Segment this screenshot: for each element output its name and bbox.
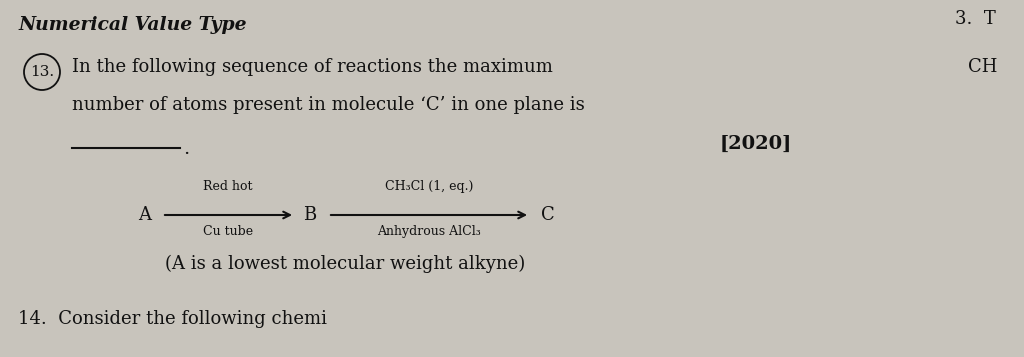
Text: [2020]: [2020] xyxy=(720,135,793,153)
Text: 3.  T: 3. T xyxy=(955,10,995,28)
Text: B: B xyxy=(303,206,316,224)
Text: CH₃Cl (1, eq.): CH₃Cl (1, eq.) xyxy=(385,180,473,193)
Text: Red hot: Red hot xyxy=(203,180,253,193)
Text: 14.  Consider the following chemi: 14. Consider the following chemi xyxy=(18,310,327,328)
Text: Numerical Value Type: Numerical Value Type xyxy=(18,16,247,34)
Text: Cu tube: Cu tube xyxy=(203,225,253,238)
Text: 13.: 13. xyxy=(30,65,54,79)
Text: Anhydrous AlCl₃: Anhydrous AlCl₃ xyxy=(377,225,481,238)
Text: A: A xyxy=(138,206,152,224)
Text: (A is a lowest molecular weight alkyne): (A is a lowest molecular weight alkyne) xyxy=(165,255,525,273)
Text: In the following sequence of reactions the maximum: In the following sequence of reactions t… xyxy=(72,58,553,76)
Text: C: C xyxy=(541,206,555,224)
Text: .: . xyxy=(183,140,189,158)
Text: CH: CH xyxy=(968,58,997,76)
Text: number of atoms present in molecule ‘C’ in one plane is: number of atoms present in molecule ‘C’ … xyxy=(72,96,585,114)
